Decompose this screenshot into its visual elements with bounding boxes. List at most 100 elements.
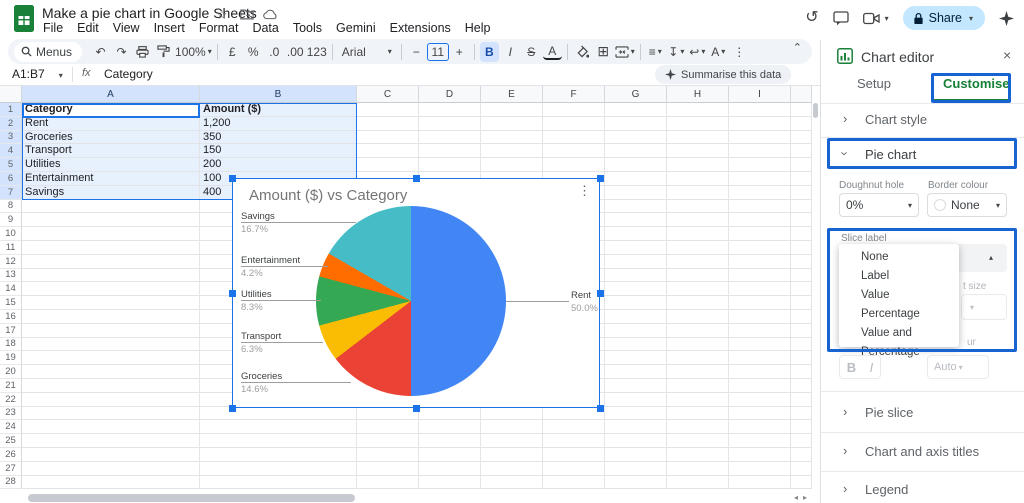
cell-A14[interactable] xyxy=(22,282,200,297)
cell-G27[interactable] xyxy=(605,461,667,476)
cell-F28[interactable] xyxy=(543,475,605,490)
cell-G20[interactable] xyxy=(605,365,667,379)
cell-I1[interactable] xyxy=(729,103,791,117)
cell-A1[interactable]: Category xyxy=(22,103,200,117)
cell-F5[interactable] xyxy=(543,158,605,172)
sheets-logo-icon[interactable] xyxy=(13,5,35,33)
cell-X6[interactable] xyxy=(791,171,812,186)
cell-A15[interactable] xyxy=(22,296,200,310)
cell-H2[interactable] xyxy=(667,116,729,131)
slice-label-option-percentage[interactable]: Percentage xyxy=(861,308,920,320)
cell-A27[interactable] xyxy=(22,461,200,476)
row-header-1[interactable]: 1 xyxy=(0,103,22,117)
cell-X13[interactable] xyxy=(791,268,812,283)
formula-input[interactable]: Category xyxy=(104,67,153,81)
cell-I26[interactable] xyxy=(729,447,791,462)
cell-C2[interactable] xyxy=(357,116,419,131)
menu-edit[interactable]: Edit xyxy=(77,21,99,35)
name-box[interactable]: A1:B7 ▾ xyxy=(12,67,63,81)
cell-D27[interactable] xyxy=(419,461,481,476)
cell-X22[interactable] xyxy=(791,392,812,407)
cell-A17[interactable] xyxy=(22,323,200,338)
cell-F2[interactable] xyxy=(543,116,605,131)
chevron-right-icon[interactable]: › xyxy=(843,111,848,126)
cell-I22[interactable] xyxy=(729,392,791,407)
cell-G14[interactable] xyxy=(605,282,667,297)
cell-G26[interactable] xyxy=(605,447,667,462)
cell-D4[interactable] xyxy=(419,144,481,159)
menu-insert[interactable]: Insert xyxy=(153,21,185,35)
cell-G4[interactable] xyxy=(605,144,667,159)
cell-G24[interactable] xyxy=(605,420,667,435)
cell-G9[interactable] xyxy=(605,213,667,228)
row-header-27[interactable]: 27 xyxy=(0,461,22,476)
cell-A4[interactable]: Transport xyxy=(22,144,200,159)
cell-G5[interactable] xyxy=(605,158,667,172)
cell-X8[interactable] xyxy=(791,199,812,214)
cell-G21[interactable] xyxy=(605,378,667,393)
cell-G28[interactable] xyxy=(605,475,667,490)
comments-icon[interactable] xyxy=(832,10,849,26)
cell-C28[interactable] xyxy=(357,475,419,490)
cell-I20[interactable] xyxy=(729,365,791,379)
cell-B26[interactable] xyxy=(200,447,357,462)
cell-A2[interactable]: Rent xyxy=(22,116,200,131)
column-header-C[interactable]: C xyxy=(357,86,419,103)
decrease-decimals-button[interactable]: .0 xyxy=(269,44,280,59)
slice-label-option-value-and-percentage[interactable]: Value and Percentage xyxy=(861,327,920,358)
tab-customise[interactable]: Customise xyxy=(943,76,1010,91)
cell-X12[interactable] xyxy=(791,254,812,269)
cell-G12[interactable] xyxy=(605,254,667,269)
cell-A24[interactable] xyxy=(22,420,200,435)
cell-X5[interactable] xyxy=(791,158,812,172)
font-family-select[interactable]: Arial ▾ xyxy=(341,44,392,59)
increase-font-size-button[interactable]: + xyxy=(455,44,463,59)
cell-X15[interactable] xyxy=(791,296,812,310)
cell-H12[interactable] xyxy=(667,254,729,269)
cell-H18[interactable] xyxy=(667,337,729,352)
cell-D26[interactable] xyxy=(419,447,481,462)
row-header-9[interactable]: 9 xyxy=(0,213,22,228)
column-header-partial[interactable] xyxy=(791,86,812,103)
cell-F25[interactable] xyxy=(543,434,605,448)
cell-F3[interactable] xyxy=(543,130,605,145)
cell-C5[interactable] xyxy=(357,158,419,172)
cell-G23[interactable] xyxy=(605,406,667,421)
cell-E24[interactable] xyxy=(481,420,543,435)
cell-C3[interactable] xyxy=(357,130,419,145)
cell-X7[interactable] xyxy=(791,185,812,200)
menu-tools[interactable]: Tools xyxy=(292,21,323,35)
cell-I2[interactable] xyxy=(729,116,791,131)
cell-E5[interactable] xyxy=(481,158,543,172)
row-header-23[interactable]: 23 xyxy=(0,406,22,421)
cloud-status-icon[interactable] xyxy=(263,9,278,20)
cell-C1[interactable] xyxy=(357,103,419,117)
cell-A22[interactable] xyxy=(22,392,200,407)
cell-G2[interactable] xyxy=(605,116,667,131)
merge-cells-button[interactable]: ▾ xyxy=(615,42,635,62)
cell-A25[interactable] xyxy=(22,434,200,448)
cell-A8[interactable] xyxy=(22,199,200,214)
strikethrough-button[interactable]: S xyxy=(527,44,536,59)
row-header-4[interactable]: 4 xyxy=(0,144,22,159)
cell-I5[interactable] xyxy=(729,158,791,172)
zoom-select[interactable]: 100% ▾ xyxy=(175,44,212,59)
cell-B5[interactable]: 200 xyxy=(200,158,357,172)
cell-X14[interactable] xyxy=(791,282,812,297)
cell-D5[interactable] xyxy=(419,158,481,172)
cell-I21[interactable] xyxy=(729,378,791,393)
cell-I7[interactable] xyxy=(729,185,791,200)
chevron-right-icon[interactable]: › xyxy=(843,481,848,496)
cell-I27[interactable] xyxy=(729,461,791,476)
bold-button[interactable]: B xyxy=(479,41,499,62)
chevron-right-icon[interactable]: › xyxy=(843,404,848,419)
cell-B23[interactable] xyxy=(200,406,357,421)
chart-resize-handle[interactable] xyxy=(229,175,236,182)
print-button[interactable] xyxy=(133,42,152,62)
cell-A9[interactable] xyxy=(22,213,200,228)
increase-decimals-button[interactable]: .00 xyxy=(286,44,304,59)
share-button[interactable]: Share ▾ xyxy=(902,6,985,30)
row-header-12[interactable]: 12 xyxy=(0,254,22,269)
row-header-3[interactable]: 3 xyxy=(0,130,22,145)
cell-G15[interactable] xyxy=(605,296,667,310)
